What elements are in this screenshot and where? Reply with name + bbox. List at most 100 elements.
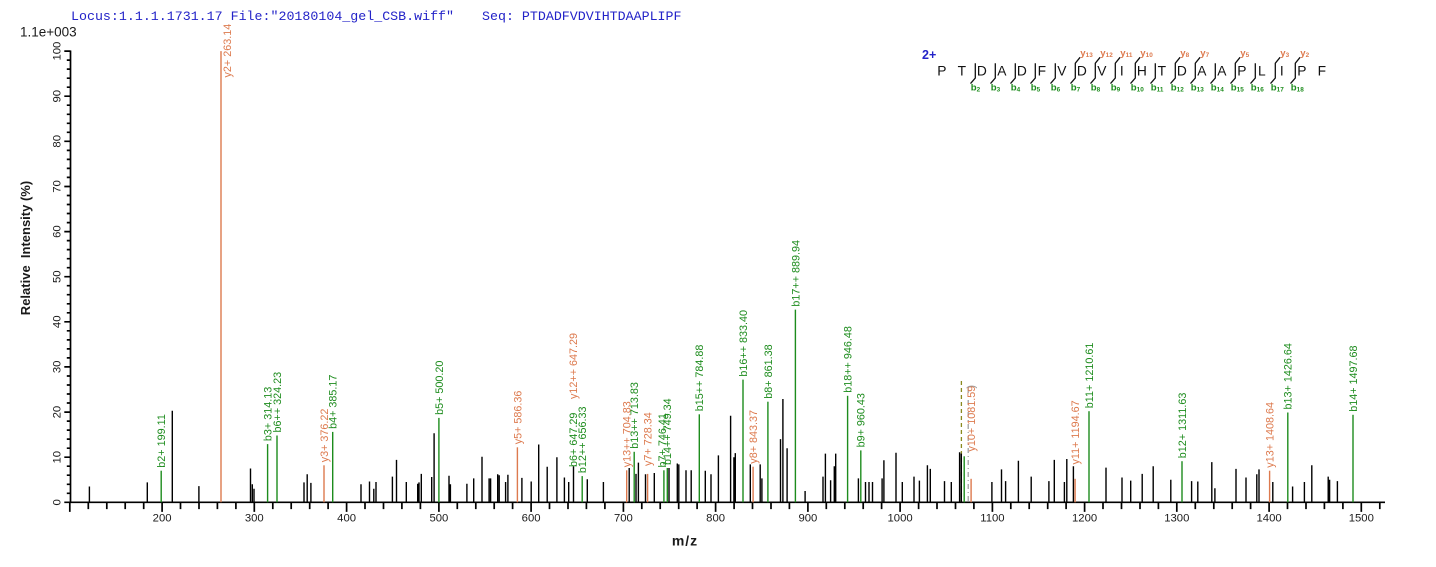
svg-text:Relative Intensity (%): Relative Intensity (%): [18, 181, 33, 315]
svg-text:50: 50: [52, 270, 64, 283]
svg-text:T: T: [958, 64, 967, 79]
svg-text:D: D: [1177, 64, 1187, 79]
svg-text:100: 100: [52, 42, 64, 61]
svg-text:700: 700: [614, 513, 633, 525]
svg-text:b4: b4: [1011, 83, 1021, 94]
svg-text:1500: 1500: [1349, 513, 1374, 525]
svg-text:b14++ 749.34: b14++ 749.34: [662, 398, 674, 465]
svg-text:): ): [966, 385, 978, 389]
svg-text:y8: y8: [1180, 48, 1189, 59]
svg-text:b13: b13: [1191, 83, 1204, 94]
svg-text:I: I: [1120, 64, 1124, 79]
svg-text:y2+ 263.14: y2+ 263.14: [222, 24, 234, 78]
svg-text:y11+ 1194.67: y11+ 1194.67: [1070, 400, 1082, 464]
svg-text:P: P: [1237, 64, 1246, 79]
svg-text:D: D: [1017, 64, 1027, 79]
svg-text:y10+ 1081.59: y10+ 1081.59: [966, 386, 978, 452]
svg-text:1100: 1100: [980, 513, 1004, 525]
svg-text:500: 500: [429, 513, 448, 525]
svg-text:y5: y5: [1240, 48, 1249, 59]
svg-text:b6+ 647.29: b6+ 647.29: [568, 413, 580, 467]
svg-text:b10: b10: [1131, 83, 1144, 94]
svg-text:1400: 1400: [1257, 513, 1282, 525]
svg-text:b9: b9: [1111, 83, 1121, 94]
svg-text:b16++ 833.40: b16++ 833.40: [738, 310, 750, 377]
svg-text:b2+ 199.11: b2+ 199.11: [156, 414, 168, 468]
svg-text:b18: b18: [1291, 83, 1304, 94]
svg-text:y13: y13: [1080, 48, 1093, 59]
svg-text:600: 600: [522, 513, 541, 525]
svg-text:b18++ 946.48: b18++ 946.48: [843, 326, 855, 393]
svg-text:20: 20: [52, 406, 64, 419]
svg-text:70: 70: [52, 180, 64, 193]
svg-text:b9+ 960.43: b9+ 960.43: [856, 393, 868, 447]
svg-text:300: 300: [245, 513, 264, 525]
svg-text:L: L: [1258, 64, 1266, 79]
svg-text:H: H: [1137, 64, 1147, 79]
svg-text:90: 90: [52, 90, 64, 103]
svg-text:400: 400: [337, 513, 356, 525]
svg-text:b7+ 746.41: b7+ 746.41: [657, 413, 669, 467]
svg-text:b5+ 500.20: b5+ 500.20: [434, 361, 446, 415]
svg-text:D: D: [977, 64, 987, 79]
svg-text:1300: 1300: [1164, 513, 1189, 525]
svg-text:b3: b3: [991, 83, 1001, 94]
svg-text:b6++ 324.23: b6++ 324.23: [272, 372, 284, 433]
svg-text:0: 0: [52, 499, 64, 505]
svg-text:I: I: [1280, 64, 1284, 79]
svg-text:60: 60: [52, 225, 64, 238]
svg-text:b8: b8: [1091, 83, 1101, 94]
svg-text:900: 900: [798, 513, 817, 525]
svg-text:y3: y3: [1280, 48, 1289, 59]
svg-text:m/z: m/z: [672, 533, 698, 549]
svg-text:y12++ 647.29: y12++ 647.29: [568, 333, 580, 399]
svg-text:40: 40: [52, 316, 64, 329]
svg-text:b15: b15: [1231, 83, 1244, 94]
svg-text:y7: y7: [1200, 48, 1209, 59]
svg-text:F: F: [1038, 64, 1046, 79]
svg-text:V: V: [1097, 64, 1107, 79]
svg-text:b12+ 1311.63: b12+ 1311.63: [1177, 393, 1189, 459]
svg-text:y13+ 1408.64: y13+ 1408.64: [1265, 402, 1277, 468]
svg-text:1200: 1200: [1072, 513, 1097, 525]
svg-text:y3+ 376.22: y3+ 376.22: [319, 409, 331, 463]
svg-text:200: 200: [153, 513, 172, 525]
svg-text:800: 800: [706, 513, 725, 525]
svg-text:b17++ 889.94: b17++ 889.94: [790, 240, 802, 307]
svg-text:P: P: [1297, 64, 1306, 79]
svg-text:b13+ 1426.64: b13+ 1426.64: [1283, 343, 1295, 409]
svg-text:b12++ 656.33: b12++ 656.33: [577, 406, 589, 473]
svg-text:A: A: [997, 64, 1007, 79]
svg-text:b14+ 1497.68: b14+ 1497.68: [1348, 345, 1360, 411]
svg-text:b7: b7: [1071, 83, 1081, 94]
svg-text:V: V: [1057, 64, 1067, 79]
svg-text:Seq: PTDADFVDVIHTDAAPLIPF: Seq: PTDADFVDVIHTDAAPLIPF: [482, 9, 682, 24]
svg-text:A: A: [1197, 64, 1207, 79]
svg-text:y8+ 843.37: y8+ 843.37: [748, 410, 760, 464]
svg-text:T: T: [1158, 64, 1167, 79]
svg-text:2+: 2+: [922, 48, 936, 62]
svg-text:b11+ 1210.61: b11+ 1210.61: [1084, 343, 1096, 409]
svg-text:y13++ 704.83: y13++ 704.83: [622, 401, 634, 467]
svg-text:y5+ 586.36: y5+ 586.36: [512, 391, 524, 445]
svg-text:b3+ 314.13: b3+ 314.13: [263, 387, 275, 441]
svg-text:30: 30: [52, 361, 64, 374]
svg-text:b11: b11: [1151, 83, 1164, 94]
svg-text:10: 10: [52, 451, 64, 464]
svg-text:y10: y10: [1140, 48, 1153, 59]
svg-text:80: 80: [52, 135, 64, 148]
svg-text:y2: y2: [1300, 48, 1309, 59]
svg-text:b16: b16: [1251, 83, 1264, 94]
svg-text:A: A: [1217, 64, 1227, 79]
svg-text:P: P: [937, 64, 946, 79]
svg-text:b4+ 385.17: b4+ 385.17: [328, 375, 340, 429]
svg-text:b8+ 861.38: b8+ 861.38: [763, 344, 775, 398]
svg-text:y11: y11: [1120, 48, 1133, 59]
svg-text:D: D: [1077, 64, 1087, 79]
svg-text:y7+ 728.34: y7+ 728.34: [643, 412, 655, 466]
svg-text:b14: b14: [1211, 83, 1224, 94]
svg-text:b12: b12: [1171, 83, 1184, 94]
svg-text:b5: b5: [1031, 83, 1041, 94]
svg-text:y12: y12: [1100, 48, 1113, 59]
svg-text:b2: b2: [971, 83, 981, 94]
